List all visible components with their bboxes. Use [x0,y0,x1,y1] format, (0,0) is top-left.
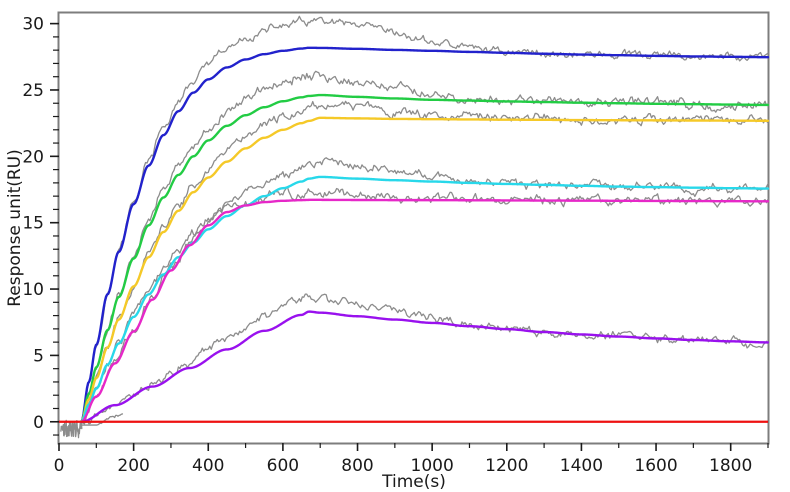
x-tick-label: 1000 [411,456,454,476]
x-tick-label: 1400 [560,456,603,476]
x-tick-label: 1600 [634,456,677,476]
x-tick-label: 0 [54,456,65,476]
y-tick-label: 25 [22,81,44,101]
x-tick-label: 400 [192,456,224,476]
fitted-curves [59,46,770,423]
raw-data-1 [80,15,769,425]
raw-data-3 [80,100,769,423]
pre-injection-noise [60,419,83,439]
raw-data-5 [80,186,769,425]
plot-frame [57,11,770,445]
y-tick-label: 15 [22,214,44,234]
x-tick-label: 1200 [485,456,528,476]
fit-curve-6 [80,310,770,423]
x-axis-tick-labels: 0 200 400 600 800 1000 1200 1400 1600 1800 [54,456,753,476]
fit-curve-3 [80,116,770,423]
fit-curve-5 [80,198,770,423]
y-tick-label: 0 [33,413,44,433]
fit-curve-1 [80,46,770,423]
x-tick-label: 200 [117,456,149,476]
y-axis-title: Response unit(RU) [5,149,25,307]
raw-data-2 [80,70,769,424]
y-axis-tick-labels: 0 5 10 15 20 25 30 [22,15,44,433]
x-axis-title: Time(s) [381,472,446,492]
x-tick-label: 600 [267,456,299,476]
y-tick-label: 20 [22,147,44,167]
x-axis-ticks [58,443,769,451]
y-axis-ticks [50,22,59,436]
x-tick-label: 800 [341,456,373,476]
x-tick-label: 1800 [709,456,752,476]
fit-curve-2 [80,93,770,423]
y-tick-label: 30 [22,15,44,35]
y-tick-label: 5 [33,346,44,366]
y-tick-label: 10 [22,280,44,300]
